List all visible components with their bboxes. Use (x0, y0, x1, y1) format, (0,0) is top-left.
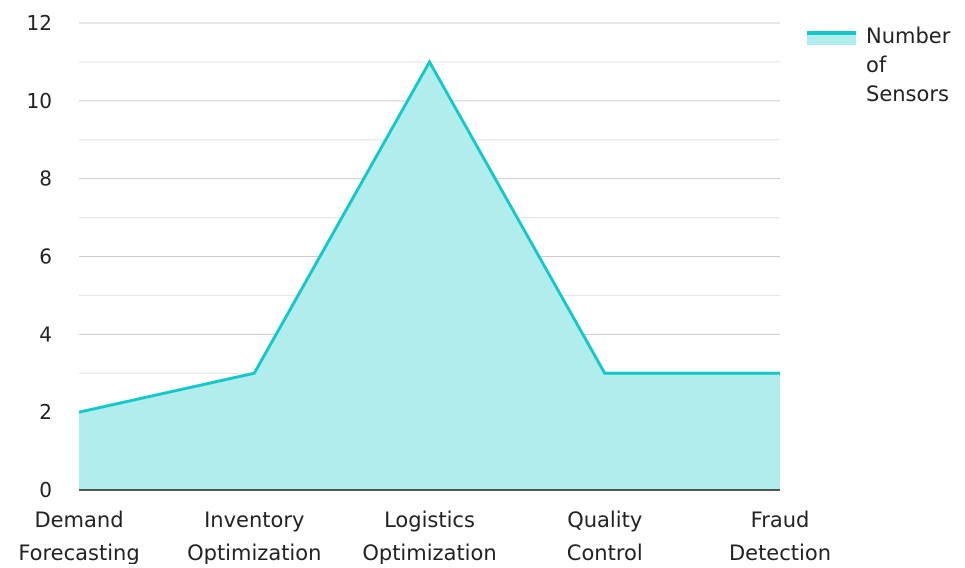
legend-swatch-line (807, 31, 856, 35)
area-series (79, 62, 780, 490)
y-tick-label: 0 (39, 478, 52, 502)
y-tick-label: 8 (39, 167, 52, 191)
legend: Number of Sensors (807, 22, 965, 109)
y-tick-labels: 0 2 4 6 8 10 12 (27, 11, 52, 502)
y-tick-label: 10 (27, 89, 52, 113)
legend-swatch-fill (807, 34, 856, 45)
y-tick-label: 6 (39, 245, 52, 269)
legend-swatch (807, 31, 856, 45)
series-area-fill (79, 62, 780, 490)
y-tick-label: 4 (39, 322, 52, 346)
y-tick-label: 12 (27, 11, 52, 35)
legend-label: Number of Sensors (866, 22, 965, 109)
y-tick-label: 2 (39, 400, 52, 424)
